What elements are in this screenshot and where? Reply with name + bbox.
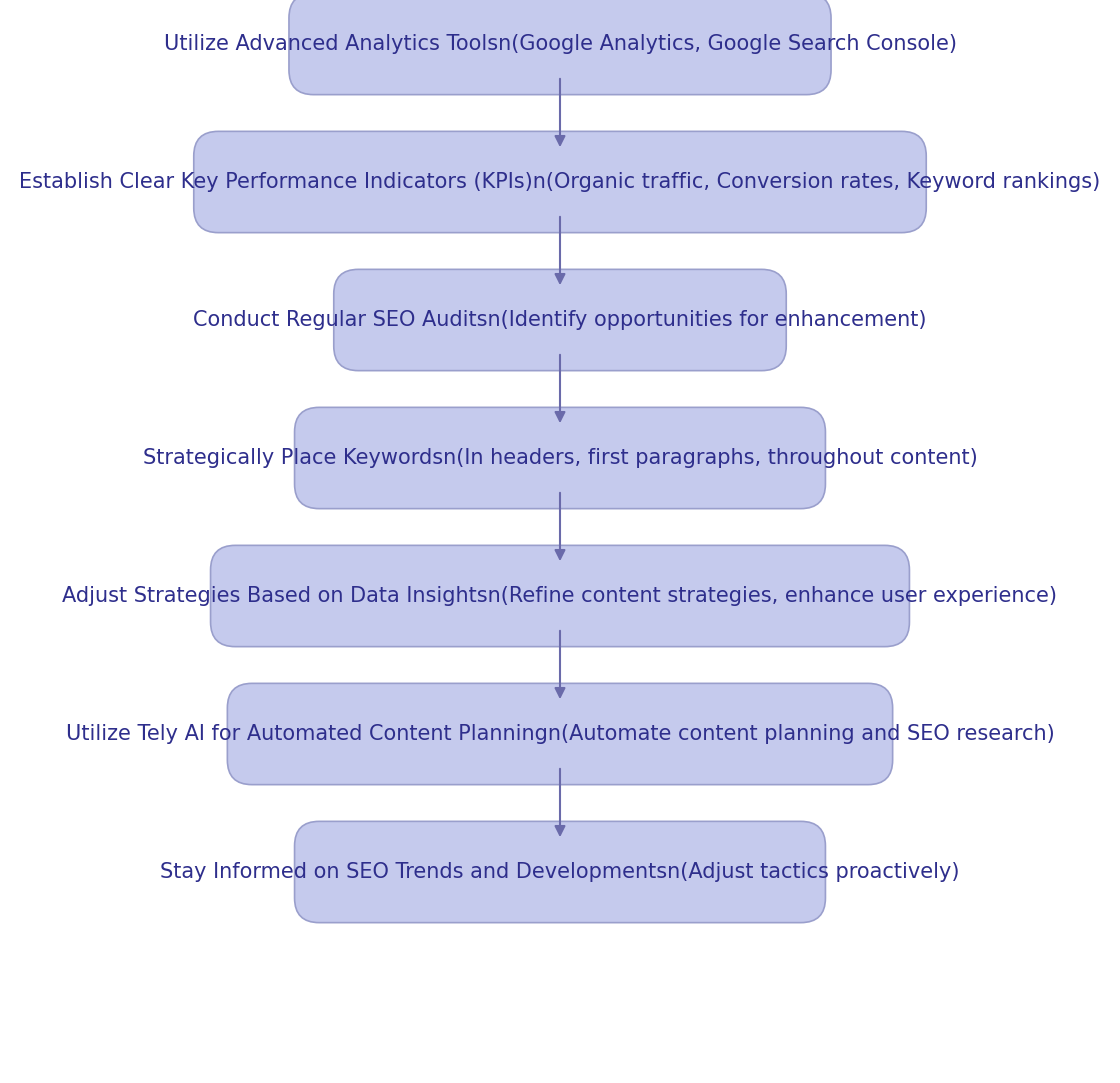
Text: Conduct Regular SEO Auditsn(Identify opportunities for enhancement): Conduct Regular SEO Auditsn(Identify opp… — [194, 310, 926, 330]
Text: Utilize Advanced Analytics Toolsn(Google Analytics, Google Search Console): Utilize Advanced Analytics Toolsn(Google… — [164, 34, 956, 54]
Text: Utilize Tely AI for Automated Content Planningn(Automate content planning and SE: Utilize Tely AI for Automated Content Pl… — [66, 725, 1054, 744]
Text: Strategically Place Keywordsn(In headers, first paragraphs, throughout content): Strategically Place Keywordsn(In headers… — [142, 448, 978, 468]
FancyBboxPatch shape — [289, 0, 831, 94]
FancyBboxPatch shape — [295, 821, 825, 923]
FancyBboxPatch shape — [334, 270, 786, 370]
Text: Adjust Strategies Based on Data Insightsn(Refine content strategies, enhance use: Adjust Strategies Based on Data Insights… — [63, 586, 1057, 606]
Text: Establish Clear Key Performance Indicators (KPIs)n(Organic traffic, Conversion r: Establish Clear Key Performance Indicato… — [19, 172, 1101, 192]
FancyBboxPatch shape — [295, 407, 825, 509]
Text: Stay Informed on SEO Trends and Developmentsn(Adjust tactics proactively): Stay Informed on SEO Trends and Developm… — [160, 862, 960, 882]
FancyBboxPatch shape — [211, 546, 909, 647]
FancyBboxPatch shape — [227, 683, 893, 785]
FancyBboxPatch shape — [194, 131, 926, 233]
